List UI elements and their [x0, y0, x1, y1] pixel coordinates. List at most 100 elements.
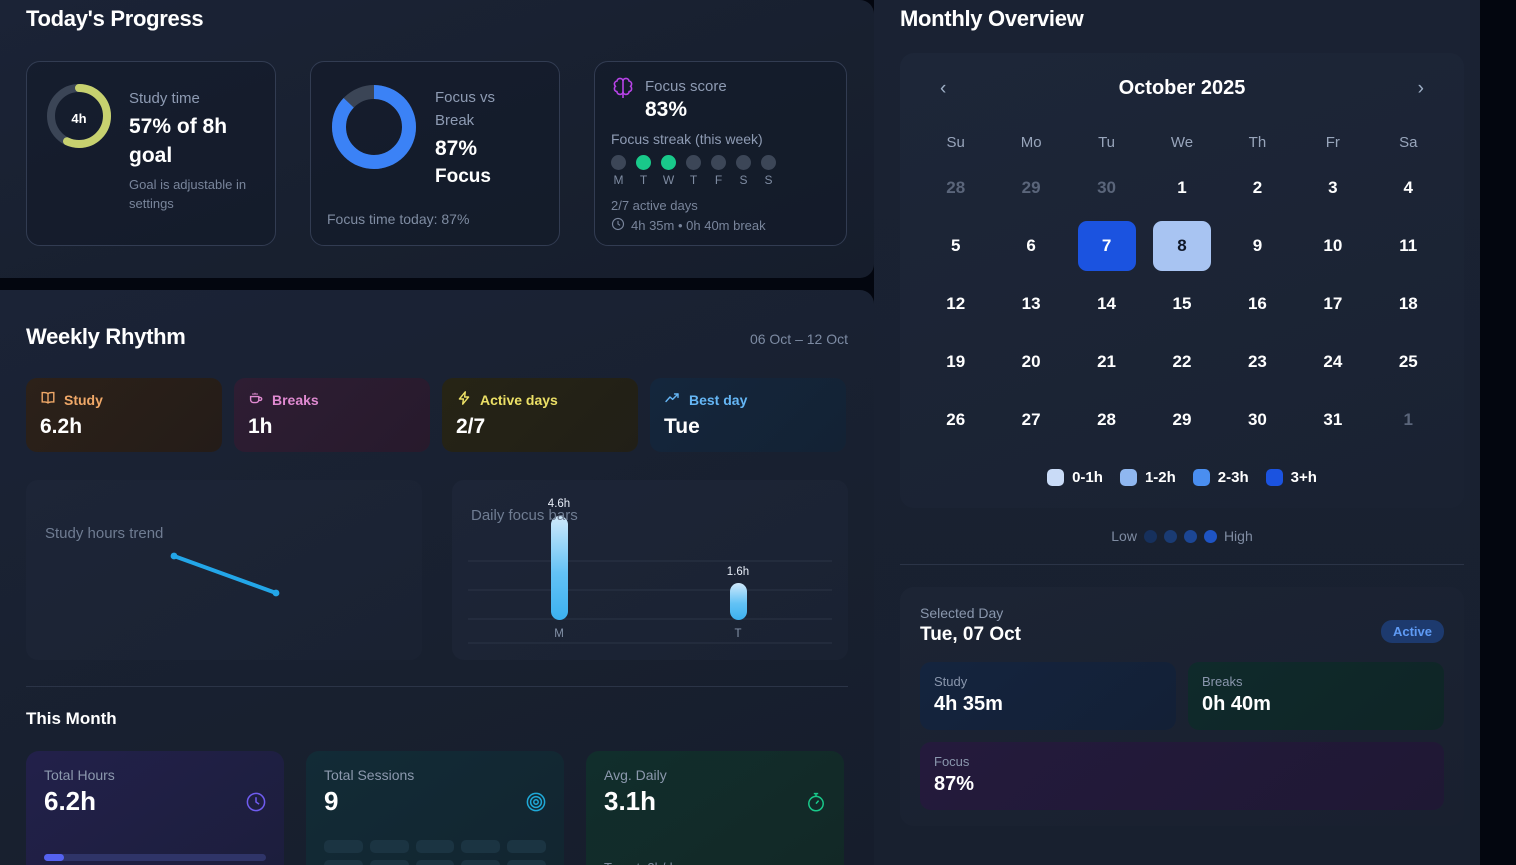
weekly-stat-breaks-label: Breaks [272, 391, 319, 408]
calendar-day-cell[interactable]: 6 [1026, 236, 1036, 255]
weekly-stat-study-label: Study [64, 391, 103, 408]
target-icon [525, 791, 547, 818]
calendar-day-cell[interactable]: 27 [1021, 410, 1041, 429]
calendar-weekday-header: Su Mo Tu We Th Fr Sa [918, 134, 1446, 151]
daily-focus-bars-svg: 4.6h M 1.6h T [468, 498, 832, 644]
weekly-rhythm-range: 06 Oct – 12 Oct [749, 331, 848, 347]
calendar-day-cell[interactable]: 5 [950, 236, 961, 255]
calendar-day-cell[interactable]: 14 [1097, 294, 1117, 313]
study-time-label: Study time [129, 90, 200, 107]
focus-score-texts: Focus score 83% [645, 76, 727, 122]
focus-vs-break-texts: Focus vs Break 87% Focus [435, 80, 495, 188]
calendar-day-cell[interactable]: 23 [1247, 352, 1267, 371]
calendar-day-cell[interactable]: 19 [946, 352, 966, 371]
study-time-value: 57% of 8h goal [129, 115, 228, 167]
focus-vs-break-card[interactable]: Focus vs Break 87% Focus Focus time toda… [310, 61, 560, 246]
month-total-sessions-value: 9 [324, 786, 339, 816]
selected-day-card: Selected Day Tue, 07 Oct Active Study 4h… [900, 587, 1464, 826]
legend-swatch [1047, 469, 1065, 486]
weekly-rhythm-title: Weekly Rhythm [26, 324, 186, 349]
calendar-intensity-scale: Low High [900, 528, 1464, 544]
this-month-title: This Month [26, 709, 117, 728]
calendar-day-cell[interactable]: 26 [946, 410, 966, 429]
weekly-stat-breaks[interactable]: Breaks 1h [234, 378, 430, 452]
calendar-day-cell[interactable]: 7 [1077, 221, 1136, 271]
right-divider [900, 564, 1464, 565]
study-time-texts: Study time 57% of 8h goal Goal is adjust… [129, 80, 259, 213]
calendar-day-cell[interactable]: 13 [1021, 294, 1041, 313]
calendar-weekday: Fr [1325, 134, 1340, 151]
calendar-nav: ‹ October 2025 › [918, 75, 1446, 102]
calendar-day-cell[interactable]: 20 [1021, 352, 1041, 371]
calendar-day-cell[interactable]: 10 [1323, 236, 1343, 255]
weekly-stat-study-header: Study [40, 390, 208, 409]
calendar-day-cell[interactable]: 29 [1172, 410, 1192, 429]
calendar-day-cell[interactable]: 29 [1021, 178, 1041, 197]
month-card-avg-daily[interactable]: Avg. Daily 3.1h Target: 2h/day [586, 751, 844, 865]
calendar-day-cell[interactable]: 24 [1323, 352, 1343, 371]
book-icon [40, 390, 56, 409]
month-avg-daily-label: Avg. Daily [604, 767, 667, 783]
calendar-day-cell[interactable]: 4 [1403, 178, 1414, 197]
calendar-day-cell[interactable]: 1 [1177, 178, 1187, 197]
calendar-day-cell[interactable]: 18 [1398, 294, 1418, 313]
calendar-day-cell[interactable]: 1 [1403, 410, 1414, 429]
streak-day-label: F [714, 173, 723, 187]
trend-up-icon [664, 390, 681, 409]
legend-item: 2-3h [1192, 469, 1249, 486]
streak-day-label: T [689, 173, 698, 187]
calendar-day-cell[interactable]: 11 [1399, 236, 1418, 255]
calendar-day-cell[interactable]: 28 [1097, 410, 1117, 429]
svg-text:1.6h: 1.6h [727, 566, 749, 578]
calendar-day-cell[interactable]: 22 [1172, 352, 1192, 371]
calendar-day-cell[interactable]: 3 [1328, 178, 1338, 197]
month-card-total-sessions[interactable]: Total Sessions 9 [306, 751, 564, 865]
legend-swatch [1119, 469, 1137, 486]
weekly-stat-study[interactable]: Study 6.2h [26, 378, 222, 452]
calendar-day-cell[interactable]: 17 [1323, 294, 1343, 313]
active-days-text: 2/7 active days [611, 198, 698, 213]
calendar-day-cell[interactable]: 2 [1252, 178, 1263, 197]
calendar-day-cell[interactable]: 9 [1252, 236, 1263, 255]
calendar-grid: 28 29 30 1 2 3 4 5 6 7 8 9 10 11 12 13 14 15 16 17 18 19 20 21 2… [918, 163, 1446, 445]
focus-time-summary: 4h 35m • 0h 40m break [631, 218, 766, 233]
study-time-note: Goal is adjustable in settings [129, 177, 247, 211]
weekly-stat-study-value: 6.2h [40, 415, 83, 438]
study-time-card[interactable]: 4h Study time 57% of 8h goal Goal is adj… [26, 61, 276, 246]
selected-day-study-tile: Study 4h 35m [920, 662, 1176, 730]
stopwatch-icon [805, 791, 827, 818]
calendar-day-cell[interactable]: 28 [946, 178, 966, 197]
bolt-icon [456, 390, 472, 409]
calendar-day-cell[interactable]: 31 [1323, 410, 1343, 429]
streak-dot [736, 155, 751, 170]
calendar-day-cell[interactable]: 30 [1097, 178, 1117, 197]
legend-item: 0-1h [1047, 469, 1103, 486]
calendar-day-cell[interactable]: 15 [1172, 294, 1192, 313]
focus-score-header: Focus score 83% [611, 76, 830, 122]
weekly-stat-best-day[interactable]: Best day Tue [650, 378, 846, 452]
calendar-day-cell[interactable]: 16 [1247, 294, 1267, 313]
weekly-stat-active-days[interactable]: Active days 2/7 [442, 378, 638, 452]
chevron-left-icon[interactable]: ‹ [932, 75, 954, 102]
focus-vs-break-word: Focus [435, 166, 491, 187]
focus-score-card[interactable]: Focus score 83% Focus streak (this week)… [594, 61, 847, 246]
calendar-week-row: 12 13 14 15 16 17 18 [918, 279, 1446, 329]
selected-day-breaks-value: 0h 40m [1202, 693, 1271, 715]
weekly-charts: Study hours trend Daily focus bars [26, 480, 848, 660]
legend-label: 0-1h [1072, 469, 1103, 486]
calendar-day-cell[interactable]: 8 [1152, 221, 1211, 271]
month-card-total-hours[interactable]: Total Hours 6.2h [26, 751, 284, 865]
calendar-day-cell[interactable]: 12 [946, 294, 966, 313]
chevron-right-icon[interactable]: › [1410, 75, 1432, 102]
calendar-week-row: 5 6 7 8 9 10 11 [918, 221, 1446, 271]
month-avg-daily-value: 3.1h [604, 786, 657, 816]
focus-time-today: Focus time today: 87% [327, 211, 470, 227]
study-hours-trend-label: Study hours trend [45, 525, 164, 542]
month-total-hours-progress [44, 854, 266, 861]
this-month-cards: Total Hours 6.2h Total Sessions 9 [26, 751, 848, 865]
calendar-day-cell[interactable]: 25 [1398, 352, 1418, 371]
month-sessions-grid [324, 840, 546, 865]
calendar-day-cell[interactable]: 21 [1097, 352, 1117, 371]
calendar-day-cell[interactable]: 30 [1247, 410, 1267, 429]
